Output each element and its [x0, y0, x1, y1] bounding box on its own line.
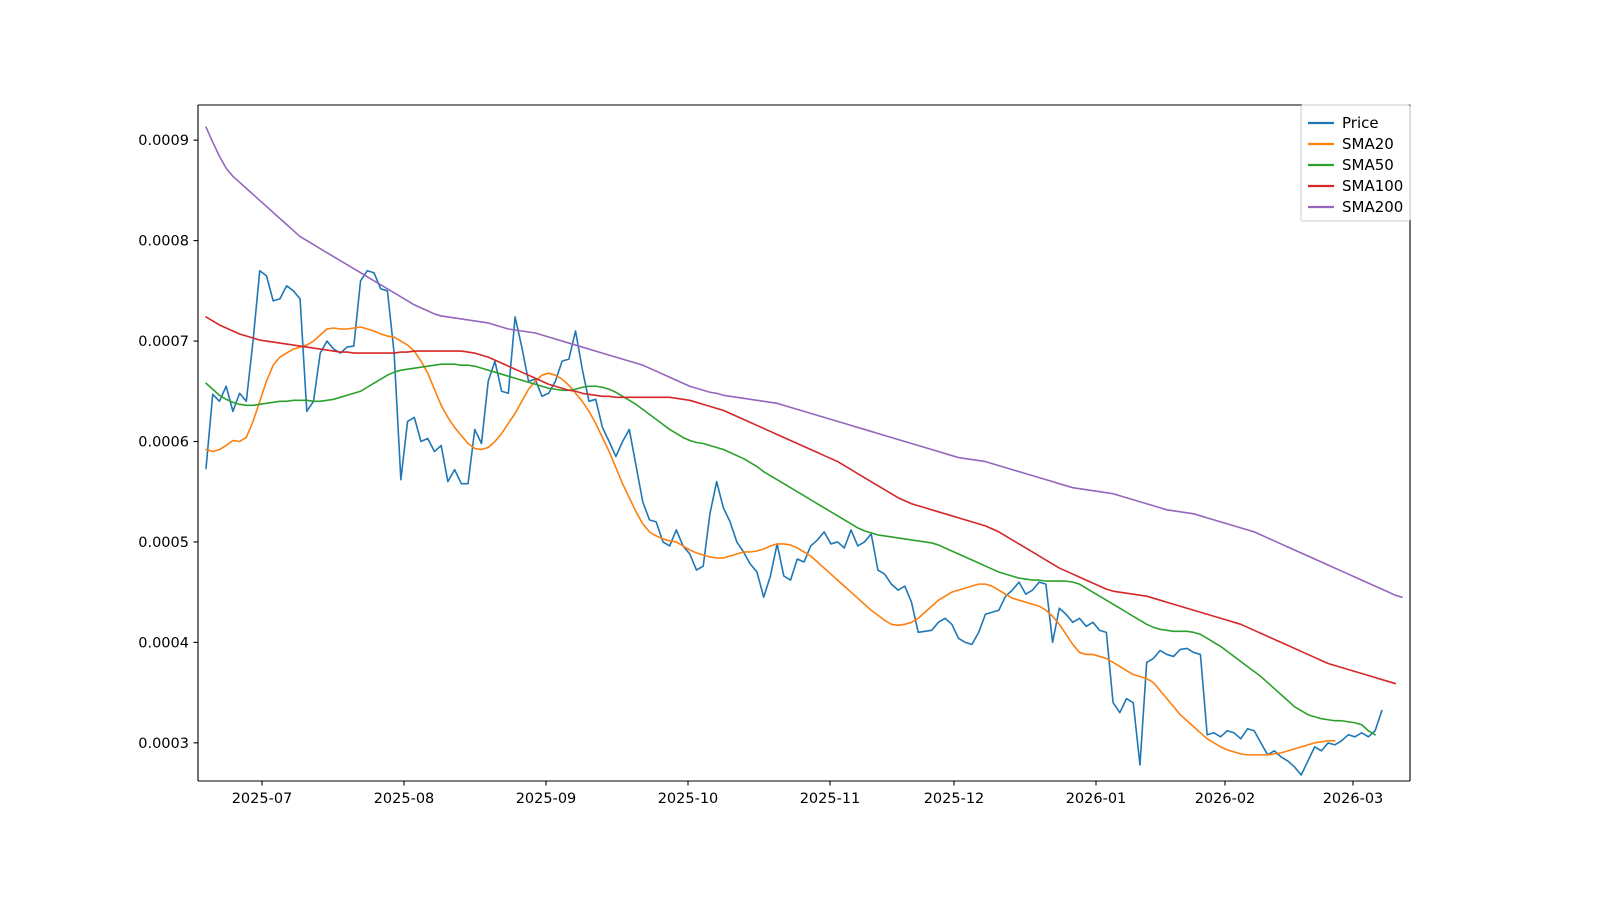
- y-tick-label: 0.0005: [138, 535, 189, 551]
- x-tick-label: 2025-11: [800, 791, 861, 807]
- y-tick-label: 0.0008: [138, 234, 189, 250]
- axes-background: [198, 105, 1410, 781]
- x-tick-label: 2025-09: [516, 791, 577, 807]
- y-tick-label: 0.0007: [138, 334, 189, 350]
- y-tick-label: 0.0006: [138, 434, 189, 450]
- x-axis-ticks: 2025-07 2025-08 2025-09 2025-10 2025-11 2025-…: [232, 781, 1384, 807]
- x-tick-label: 2026-03: [1323, 791, 1384, 807]
- series-line-price: [205, 269, 1383, 776]
- y-tick-label: 0.0003: [138, 736, 189, 752]
- series-line-sma100: [205, 316, 1397, 685]
- y-tick-label: 0.0009: [138, 133, 189, 149]
- legend-background: [1300, 104, 1411, 222]
- series-group: [205, 126, 1403, 776]
- legend-label-sma20: SMA20: [1342, 135, 1394, 153]
- x-tick-label: 2025-08: [374, 791, 435, 807]
- x-tick-label: 2026-02: [1195, 791, 1256, 807]
- x-tick-label: 2025-10: [658, 791, 719, 807]
- legend-label-price: Price: [1342, 114, 1379, 132]
- x-tick-label: 2026-01: [1066, 791, 1127, 807]
- x-tick-label: 2025-07: [232, 791, 293, 807]
- y-tick-label: 0.0004: [138, 635, 189, 651]
- legend-label-sma50: SMA50: [1342, 156, 1394, 174]
- series-line-sma50: [205, 363, 1376, 736]
- y-axis-ticks: 0.0003 0.0004 0.0005 0.0006 0.0007 0.0008 0.00…: [138, 133, 198, 752]
- series-line-sma20: [205, 326, 1336, 756]
- legend-label-sma200: SMA200: [1342, 198, 1403, 216]
- x-tick-label: 2025-12: [924, 791, 985, 807]
- legend-label-sma100: SMA100: [1342, 177, 1403, 195]
- series-line-sma200: [205, 126, 1403, 598]
- chart-legend[interactable]: Price SMA20 SMA50 SMA100 SMA200: [1300, 104, 1411, 222]
